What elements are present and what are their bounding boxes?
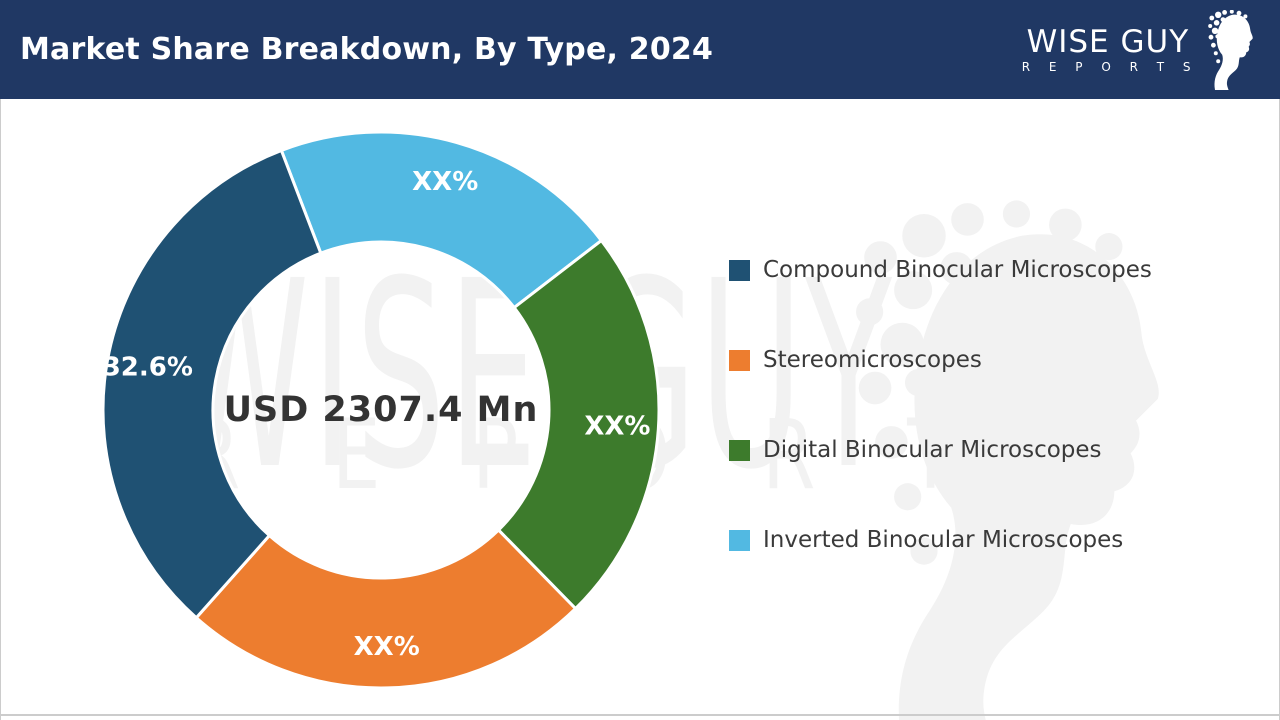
legend-swatch-compound-binocular-microscopes — [729, 259, 750, 281]
donut-chart: XX% XX% XX% 32.6% — [101, 130, 661, 690]
legend-label-digital-binocular-microscopes: Digital Binocular Microscopes — [763, 437, 1102, 463]
brand-face-icon — [1208, 9, 1253, 90]
donut-slice-digital-binocular-microscopes — [496, 238, 661, 611]
donut-slice-inverted-binocular-microscopes — [279, 130, 604, 310]
legend-item-digital-binocular-microscopes: Digital Binocular Microscopes — [729, 405, 1152, 495]
legend-label-inverted-binocular-microscopes: Inverted Binocular Microscopes — [763, 527, 1124, 553]
legend-swatch-stereomicroscopes — [729, 349, 750, 371]
brand-logo-text: WISE GUY R E P O R T S — [1018, 25, 1198, 74]
legend-label-stereomicroscopes: Stereomicroscopes — [763, 347, 982, 373]
legend-item-compound-binocular-microscopes: Compound Binocular Microscopes — [729, 225, 1152, 315]
legend-item-inverted-binocular-microscopes: Inverted Binocular Microscopes — [729, 495, 1152, 585]
brand-subtitle: R E P O R T S — [1021, 60, 1198, 75]
donut-slice-compound-binocular-microscopes — [101, 148, 323, 620]
chart-legend: Compound Binocular Microscopes Stereomicr… — [729, 225, 1152, 585]
slice-label-inverted-binocular-microscopes: XX% — [412, 167, 478, 197]
header-bar: Market Share Breakdown, By Type, 2024 WI… — [0, 0, 1280, 99]
legend-item-stereomicroscopes: Stereomicroscopes — [729, 315, 1152, 405]
brand-name: WISE GUY — [1026, 23, 1190, 60]
legend-swatch-inverted-binocular-microscopes — [729, 529, 750, 551]
chart-area: WISE GUY R E P O R T S XX% XX% XX% 32.6% US… — [0, 99, 1280, 720]
page-title: Market Share Breakdown, By Type, 2024 — [20, 32, 714, 67]
slice-label-stereomicroscopes: XX% — [354, 632, 420, 662]
bottom-border — [0, 714, 1280, 716]
slice-label-compound-binocular-microscopes: 32.6% — [103, 353, 193, 383]
legend-swatch-digital-binocular-microscopes — [729, 439, 750, 461]
legend-label-compound-binocular-microscopes: Compound Binocular Microscopes — [763, 257, 1152, 283]
donut-slice-stereomicroscopes — [194, 527, 578, 690]
brand-logo: WISE GUY R E P O R T S — [1018, 9, 1262, 90]
chart-center-value: USD 2307.4 Mn — [223, 390, 539, 430]
slice-label-digital-binocular-microscopes: XX% — [584, 412, 650, 442]
